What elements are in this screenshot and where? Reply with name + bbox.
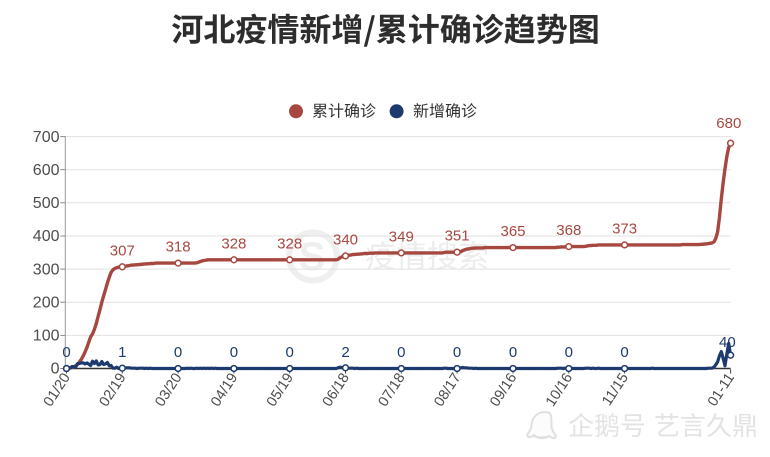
- svg-text:0: 0: [509, 344, 517, 361]
- svg-text:1: 1: [118, 344, 126, 361]
- svg-text:340: 340: [333, 231, 358, 248]
- svg-text:2: 2: [341, 344, 349, 361]
- svg-text:365: 365: [500, 223, 525, 240]
- svg-text:0: 0: [453, 344, 461, 361]
- svg-text:328: 328: [277, 235, 302, 252]
- svg-text:200: 200: [33, 294, 60, 311]
- svg-text:0: 0: [51, 361, 60, 378]
- svg-text:0: 0: [174, 344, 182, 361]
- svg-text:100: 100: [33, 328, 60, 345]
- svg-text:S: S: [299, 235, 326, 279]
- svg-text:0: 0: [230, 344, 238, 361]
- svg-text:318: 318: [166, 239, 191, 256]
- svg-text:373: 373: [612, 220, 637, 237]
- svg-text:700: 700: [33, 129, 60, 146]
- svg-text:0: 0: [565, 344, 573, 361]
- svg-text:680: 680: [716, 115, 741, 132]
- svg-text:0: 0: [62, 344, 70, 361]
- svg-text:328: 328: [221, 235, 246, 252]
- svg-text:300: 300: [33, 261, 60, 278]
- svg-text:500: 500: [33, 195, 60, 212]
- svg-text:0: 0: [286, 344, 294, 361]
- svg-text:0: 0: [397, 344, 405, 361]
- svg-text:368: 368: [556, 222, 581, 239]
- svg-text:600: 600: [33, 162, 60, 179]
- svg-text:0: 0: [620, 344, 628, 361]
- svg-text:349: 349: [389, 228, 414, 245]
- svg-text:351: 351: [445, 228, 470, 245]
- svg-text:307: 307: [110, 242, 135, 259]
- svg-text:40: 40: [719, 334, 736, 351]
- svg-text:400: 400: [33, 228, 60, 245]
